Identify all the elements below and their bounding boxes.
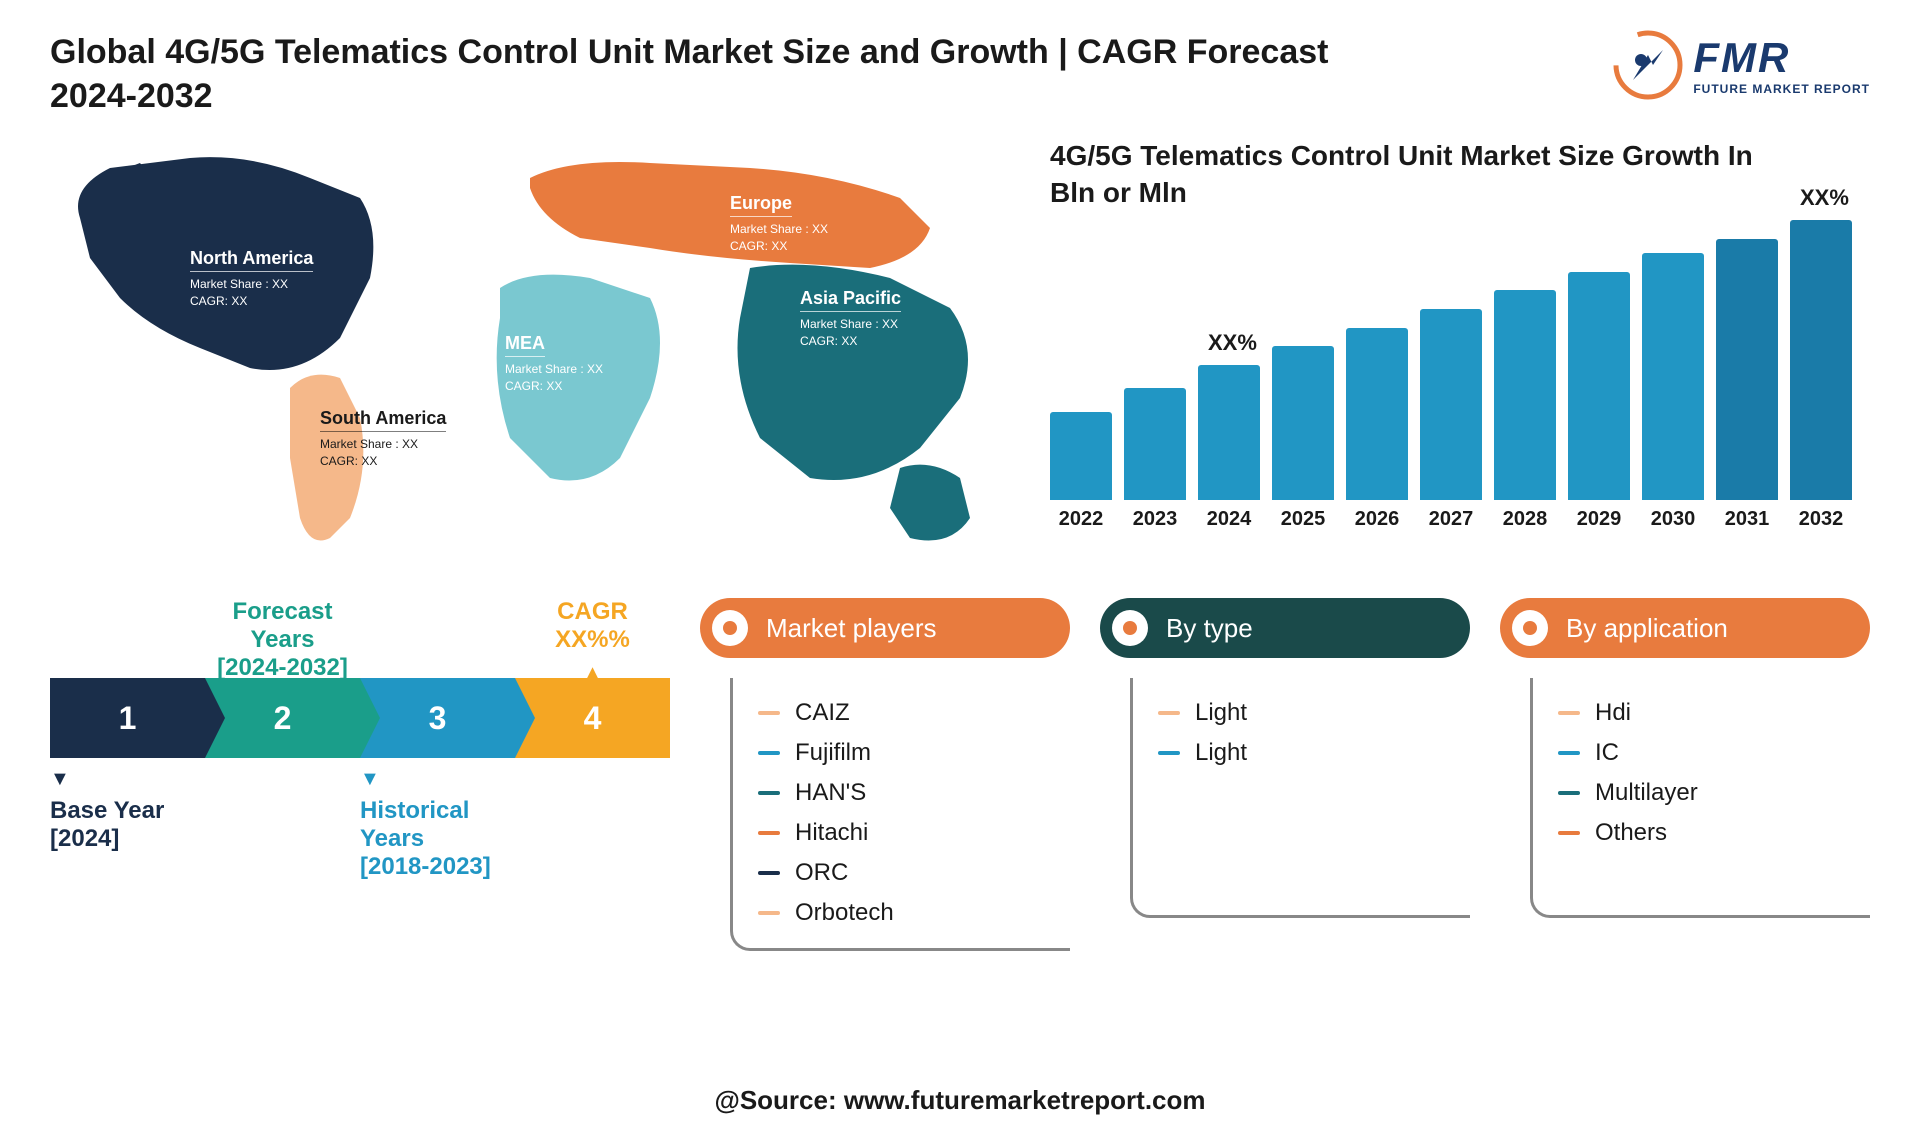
card-item: Light: [1158, 693, 1470, 733]
bar-label: 2025: [1281, 508, 1326, 531]
info-card: .card-dot::after{background:#1a4a4a}By t…: [1100, 598, 1470, 951]
bar-group: 2027: [1420, 309, 1482, 531]
source-attribution: @Source: www.futuremarketreport.com: [714, 1085, 1205, 1116]
bar-group: 2024: [1198, 365, 1260, 531]
bullet-icon: [758, 791, 780, 795]
card-item: Others: [1558, 813, 1870, 853]
card-item: Multilayer: [1558, 773, 1870, 813]
timeline-segment: 3: [360, 678, 515, 758]
bullet-icon: [1558, 791, 1580, 795]
card-dot-icon: .card-dot::after{background:#e87b3e}: [712, 610, 748, 646]
timeline-bar: 1234: [50, 678, 670, 758]
bullet-icon: [758, 751, 780, 755]
region-label-ap: Asia Pacific Market Share : XX CAGR: XX: [800, 288, 901, 350]
bar: [1272, 346, 1334, 500]
bar-label: 2029: [1577, 508, 1622, 531]
bar-chart-section: 4G/5G Telematics Control Unit Market Siz…: [1050, 138, 1870, 558]
bar: [1346, 328, 1408, 501]
timeline-bottom-label: ▼Base Year[2024]: [50, 768, 205, 853]
bar-group: 2026: [1346, 328, 1408, 532]
timeline-segment: 2: [205, 678, 360, 758]
bullet-icon: [1558, 711, 1580, 715]
timeline-segment: 4: [515, 678, 670, 758]
card-item: Light: [1158, 733, 1470, 773]
main-row: North America Market Share : XX CAGR: XX…: [50, 138, 1870, 558]
bar-label: 2032: [1799, 508, 1844, 531]
bar: [1642, 253, 1704, 500]
bullet-icon: [1558, 751, 1580, 755]
bar-percent-label: XX%: [1208, 330, 1257, 356]
bar-label: 2028: [1503, 508, 1548, 531]
header: Global 4G/5G Telematics Control Unit Mar…: [50, 30, 1870, 118]
card-header: .card-dot::after{background:#e87b3e}By a…: [1500, 598, 1870, 658]
bottom-row: Forecast Years[2024-2032]▲CAGRXX%%▲ 1234…: [50, 598, 1870, 951]
bar-group: 2031: [1716, 239, 1778, 531]
bar-chart: 2022 2023 2024 2025 2026 2027 2028 2029 2030 2031…: [1050, 231, 1870, 531]
region-label-mea: MEA Market Share : XX CAGR: XX: [505, 333, 603, 395]
bullet-icon: [758, 871, 780, 875]
bar: [1124, 388, 1186, 500]
logo: FMR FUTURE MARKET REPORT: [1613, 30, 1870, 100]
card-body: HdiICMultilayerOthers: [1530, 678, 1870, 918]
bar: [1420, 309, 1482, 500]
card-header: .card-dot::after{background:#e87b3e}Mark…: [700, 598, 1070, 658]
bar-percent-label: XX%: [1800, 185, 1849, 211]
chart-title: 4G/5G Telematics Control Unit Market Siz…: [1050, 138, 1870, 211]
card-header: .card-dot::after{background:#1a4a4a}By t…: [1100, 598, 1470, 658]
card-item: Hitachi: [758, 813, 1070, 853]
bar: [1716, 239, 1778, 500]
region-label-eu: Europe Market Share : XX CAGR: XX: [730, 193, 828, 255]
bar: [1568, 272, 1630, 501]
timeline-bottom-label: ▼Historical Years[2018-2023]: [360, 768, 515, 881]
bar: [1494, 290, 1556, 500]
bar-label: 2024: [1207, 508, 1252, 531]
bullet-icon: [758, 911, 780, 915]
bar-group: 2025: [1272, 346, 1334, 531]
bar-group: 2032: [1790, 220, 1852, 531]
bullet-icon: [758, 711, 780, 715]
bar-group: 2030: [1642, 253, 1704, 531]
timeline-top-label: CAGRXX%%▲: [515, 598, 670, 685]
bar-group: 2022: [1050, 412, 1112, 532]
info-card: .card-dot::after{background:#e87b3e}By a…: [1500, 598, 1870, 951]
bar: [1790, 220, 1852, 500]
logo-text-sub: FUTURE MARKET REPORT: [1693, 82, 1870, 96]
bar-label: 2026: [1355, 508, 1400, 531]
bar-group: 2028: [1494, 290, 1556, 531]
card-item: Orbotech: [758, 893, 1070, 933]
card-dot-icon: .card-dot::after{background:#e87b3e}: [1512, 610, 1548, 646]
bar-label: 2031: [1725, 508, 1770, 531]
bar-label: 2027: [1429, 508, 1474, 531]
bar-group: 2029: [1568, 272, 1630, 532]
card-item: IC: [1558, 733, 1870, 773]
card-item: Fujifilm: [758, 733, 1070, 773]
bar-group: 2023: [1124, 388, 1186, 531]
bullet-icon: [1158, 751, 1180, 755]
bar-label: 2022: [1059, 508, 1104, 531]
card-item: ORC: [758, 853, 1070, 893]
world-map: North America Market Share : XX CAGR: XX…: [50, 138, 1010, 558]
card-dot-icon: .card-dot::after{background:#1a4a4a}: [1112, 610, 1148, 646]
bullet-icon: [1158, 711, 1180, 715]
card-body: CAIZFujifilmHAN'SHitachiORCOrbotech: [730, 678, 1070, 951]
logo-icon: [1613, 30, 1683, 100]
info-card: .card-dot::after{background:#e87b3e}Mark…: [700, 598, 1070, 951]
card-item: CAIZ: [758, 693, 1070, 733]
region-label-sa: South America Market Share : XX CAGR: XX: [320, 408, 446, 470]
logo-text-main: FMR: [1693, 34, 1870, 82]
bar-label: 2030: [1651, 508, 1696, 531]
bar: [1198, 365, 1260, 500]
timeline-segment: 1: [50, 678, 205, 758]
bullet-icon: [1558, 831, 1580, 835]
bullet-icon: [758, 831, 780, 835]
page-title: Global 4G/5G Telematics Control Unit Mar…: [50, 30, 1400, 118]
bar-label: 2023: [1133, 508, 1178, 531]
card-item: Hdi: [1558, 693, 1870, 733]
timeline: Forecast Years[2024-2032]▲CAGRXX%%▲ 1234…: [50, 598, 670, 881]
card-item: HAN'S: [758, 773, 1070, 813]
card-body: LightLight: [1130, 678, 1470, 918]
bar: [1050, 412, 1112, 501]
region-label-na: North America Market Share : XX CAGR: XX: [190, 248, 313, 310]
